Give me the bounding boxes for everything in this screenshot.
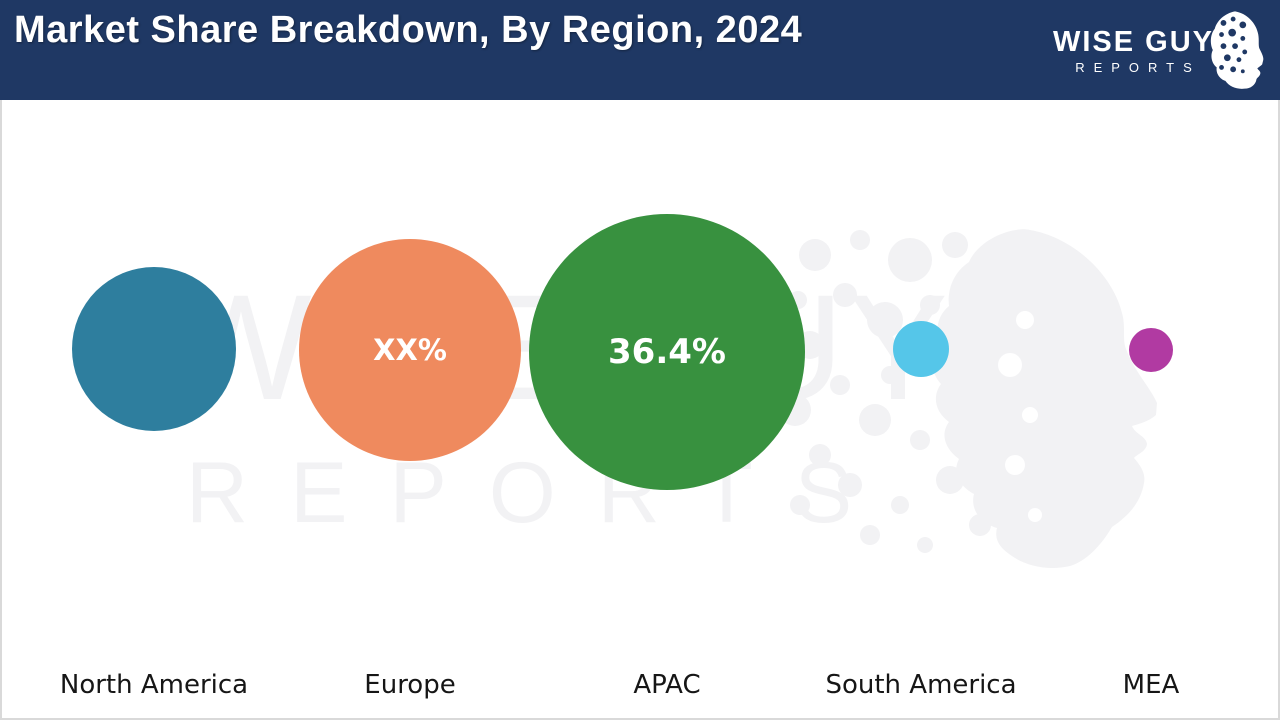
bubble-mea[interactable] [1129,328,1173,372]
bubble-value-label: 36.4% [608,332,726,372]
header-bar: Market Share Breakdown, By Region, 2024 … [0,0,1280,100]
bubble-south-america[interactable] [893,321,949,377]
wise-guy-reports-logo: WISE GUY REPORTS [1053,4,1266,96]
logo-name-text: WISE GUY [1052,25,1214,58]
page-title: Market Share Breakdown, By Region, 2024 [14,9,803,51]
logo-sub-text: REPORTS [1075,59,1201,75]
category-label-mea: MEA [1122,670,1180,700]
logo-head-icon [1210,11,1264,89]
bubble-value-label: XX% [373,333,447,367]
bubble-north-america[interactable] [72,267,236,431]
category-label-apac: APAC [633,670,701,700]
category-label-europe: Europe [364,670,456,700]
category-label-south-america: South America [825,670,1017,700]
logo-text: WISE GUY REPORTS [1053,26,1214,75]
bubble-apac[interactable]: 36.4% [529,214,805,490]
watermark-head-silhouette [780,229,1157,568]
category-label-north-america: North America [59,670,249,700]
bubble-europe[interactable]: XX% [299,239,521,461]
